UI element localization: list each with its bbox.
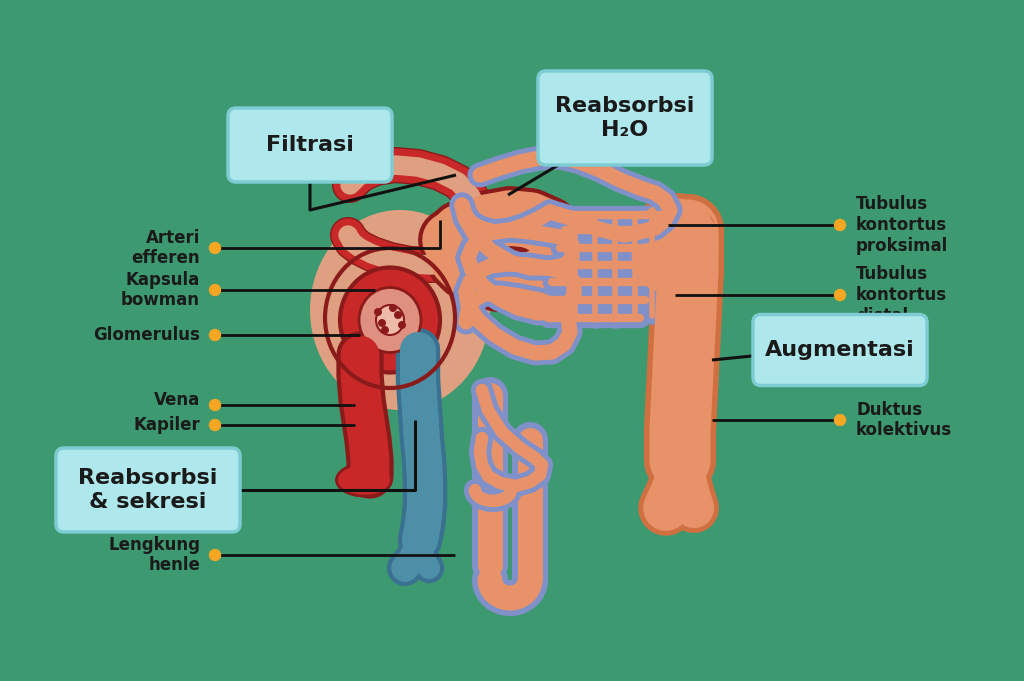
FancyBboxPatch shape: [56, 448, 240, 532]
Text: Kapsula
bowman: Kapsula bowman: [121, 270, 200, 309]
FancyBboxPatch shape: [228, 108, 392, 182]
Text: Arteri
efferen: Arteri efferen: [131, 229, 200, 268]
Ellipse shape: [381, 326, 389, 334]
Ellipse shape: [376, 305, 404, 335]
Ellipse shape: [340, 268, 440, 373]
Circle shape: [210, 550, 220, 560]
Ellipse shape: [374, 308, 382, 316]
Circle shape: [210, 242, 220, 253]
Ellipse shape: [310, 210, 490, 410]
Text: Reabsorbsi
H₂O: Reabsorbsi H₂O: [555, 97, 694, 140]
Text: Lengkung
henle: Lengkung henle: [108, 535, 200, 574]
FancyBboxPatch shape: [753, 315, 927, 385]
Ellipse shape: [344, 339, 376, 361]
Text: Duktus
kolektivus: Duktus kolektivus: [856, 400, 952, 439]
Text: Augmentasi: Augmentasi: [765, 340, 914, 360]
Text: Vena: Vena: [154, 391, 200, 409]
Text: Tubulus
kontortus
proksimal: Tubulus kontortus proksimal: [856, 195, 948, 255]
Circle shape: [210, 330, 220, 340]
Ellipse shape: [378, 319, 386, 327]
Text: Tubulus
kontortus
distal: Tubulus kontortus distal: [856, 265, 947, 325]
Ellipse shape: [359, 287, 421, 353]
Circle shape: [835, 415, 846, 426]
Ellipse shape: [394, 311, 402, 319]
Text: Filtrasi: Filtrasi: [266, 135, 354, 155]
Text: Reabsorbsi
& sekresi: Reabsorbsi & sekresi: [78, 469, 218, 511]
Ellipse shape: [398, 321, 406, 329]
Circle shape: [835, 219, 846, 230]
Circle shape: [210, 285, 220, 296]
Circle shape: [210, 400, 220, 411]
Ellipse shape: [337, 464, 391, 496]
Circle shape: [210, 419, 220, 430]
Circle shape: [835, 289, 846, 300]
Text: Glomerulus: Glomerulus: [93, 326, 200, 344]
FancyBboxPatch shape: [538, 71, 712, 165]
Ellipse shape: [389, 304, 397, 312]
Ellipse shape: [663, 210, 713, 240]
Text: Kapiler: Kapiler: [133, 416, 200, 434]
